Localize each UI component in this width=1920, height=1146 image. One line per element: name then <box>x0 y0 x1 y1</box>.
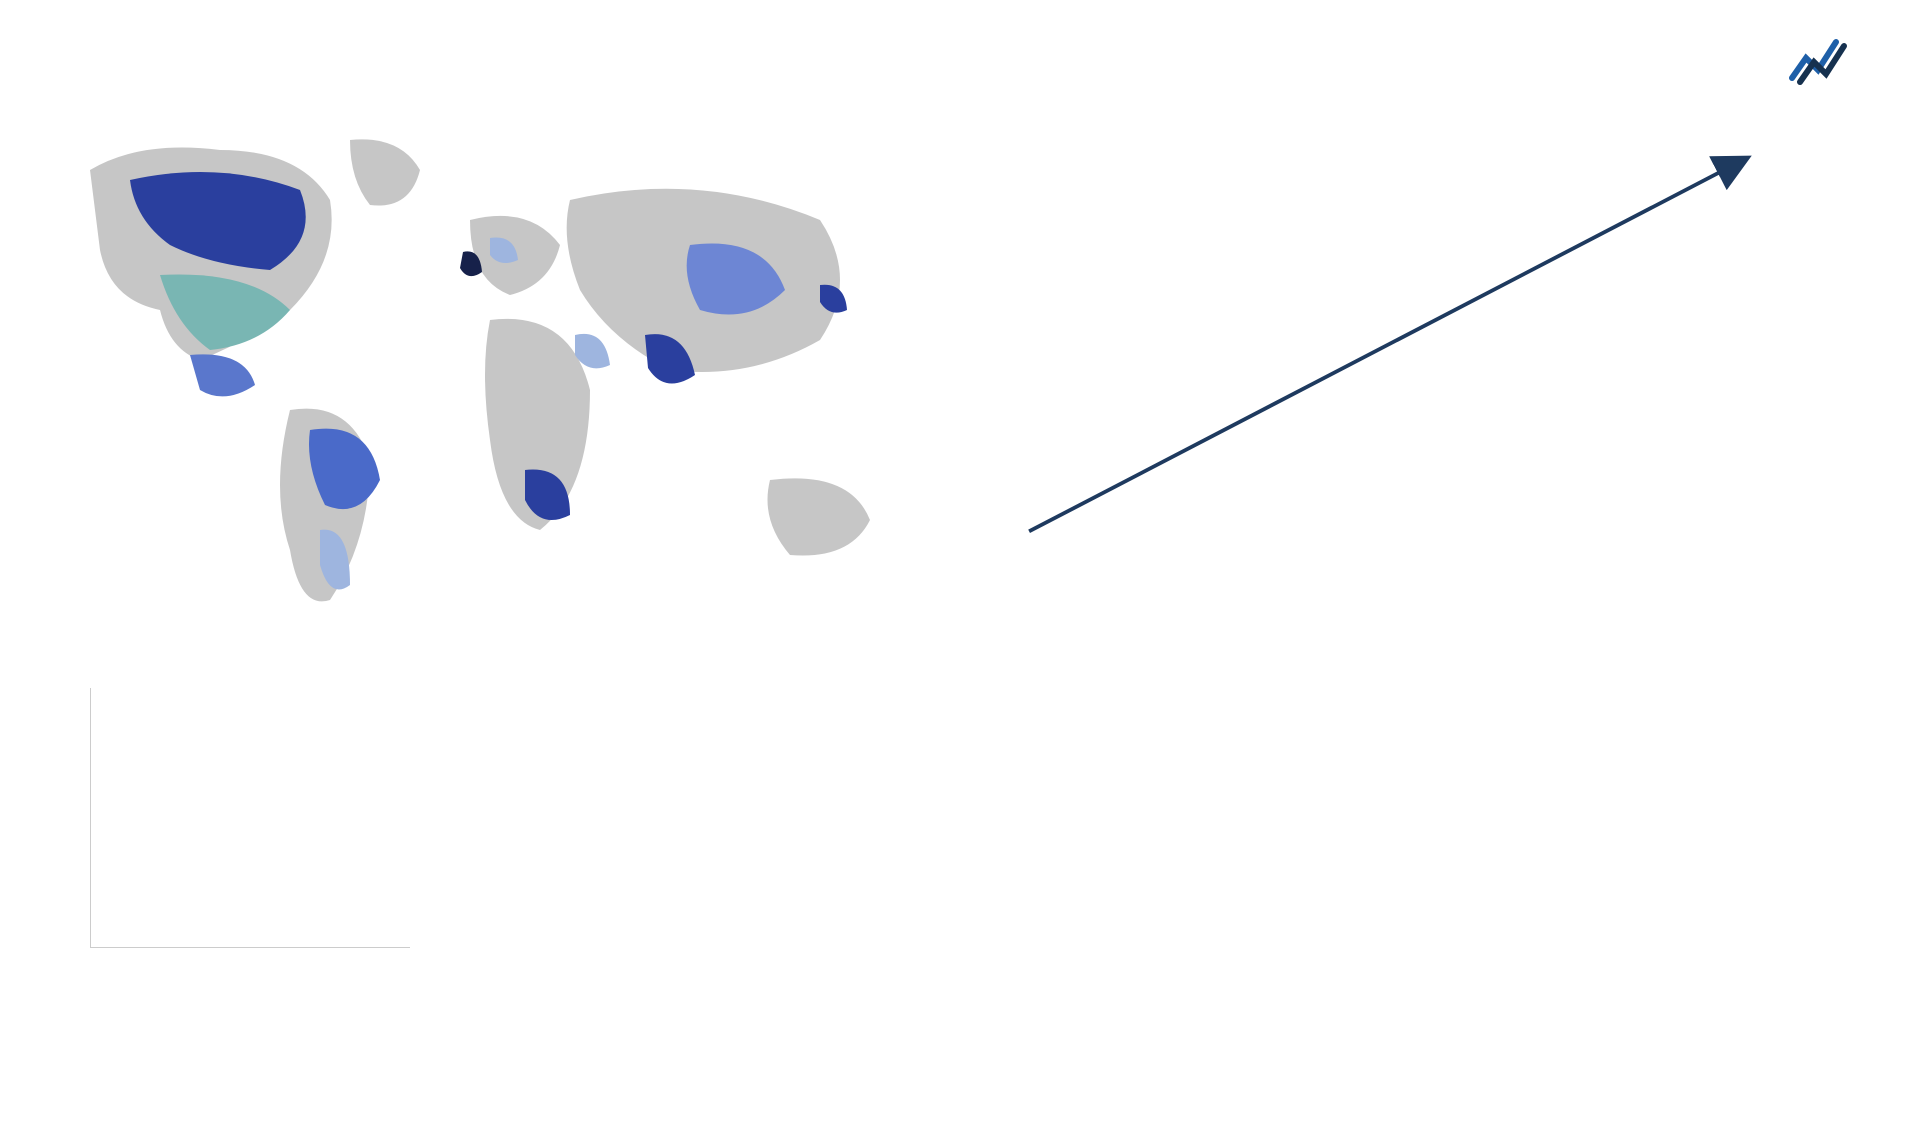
logo-icon <box>1788 30 1858 90</box>
world-map-panel <box>50 110 950 630</box>
forecast-chart <box>990 110 1870 630</box>
players-panel <box>590 670 1140 1008</box>
regional-donut <box>1170 688 1490 1008</box>
regional-panel-wrap <box>1170 670 1870 1008</box>
segmentation-panel <box>50 670 560 1008</box>
bottom-row <box>50 670 1870 1008</box>
top-row <box>50 110 1870 630</box>
header <box>50 30 1870 90</box>
map-mexico <box>190 354 255 396</box>
world-map-svg <box>50 110 950 630</box>
brand-logo <box>1788 30 1870 90</box>
